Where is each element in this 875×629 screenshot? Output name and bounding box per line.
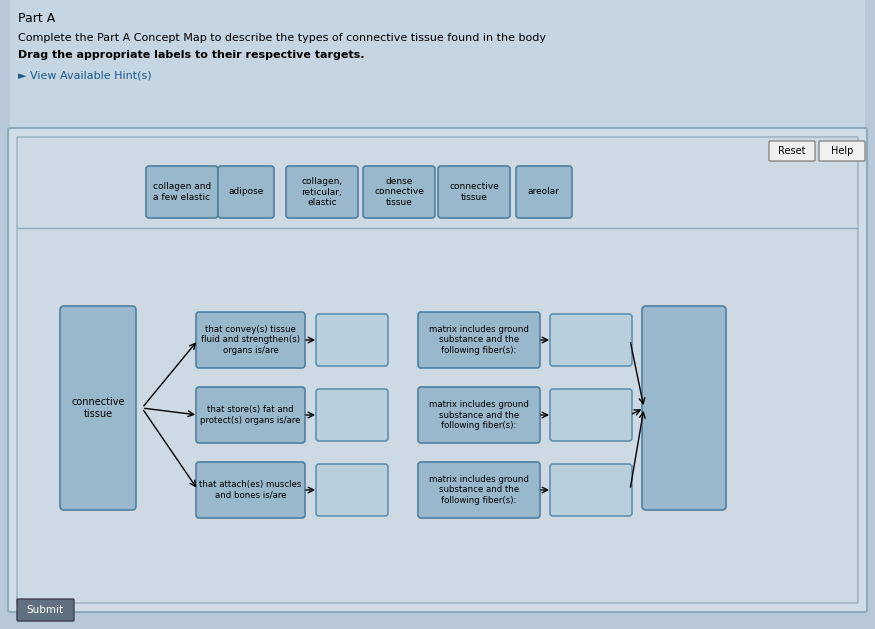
FancyBboxPatch shape bbox=[316, 389, 388, 441]
FancyBboxPatch shape bbox=[8, 128, 867, 612]
FancyBboxPatch shape bbox=[418, 462, 540, 518]
Text: matrix includes ground
substance and the
following fiber(s):: matrix includes ground substance and the… bbox=[429, 400, 528, 430]
Text: that attach(es) muscles
and bones is/are: that attach(es) muscles and bones is/are bbox=[200, 481, 302, 499]
FancyBboxPatch shape bbox=[196, 312, 305, 368]
Text: matrix includes ground
substance and the
following fiber(s):: matrix includes ground substance and the… bbox=[429, 325, 528, 355]
FancyBboxPatch shape bbox=[819, 141, 865, 161]
Text: matrix includes ground
substance and the
following fiber(s):: matrix includes ground substance and the… bbox=[429, 475, 528, 505]
FancyBboxPatch shape bbox=[17, 137, 858, 603]
Text: collagen,
reticular,
elastic: collagen, reticular, elastic bbox=[301, 177, 343, 207]
Text: Help: Help bbox=[831, 146, 853, 156]
Text: that convey(s) tissue
fluid and strengthen(s)
organs is/are: that convey(s) tissue fluid and strength… bbox=[201, 325, 300, 355]
FancyBboxPatch shape bbox=[196, 462, 305, 518]
Text: Submit: Submit bbox=[26, 605, 64, 615]
Text: Drag the appropriate labels to their respective targets.: Drag the appropriate labels to their res… bbox=[18, 50, 365, 60]
FancyBboxPatch shape bbox=[418, 387, 540, 443]
Text: ► View Available Hint(s): ► View Available Hint(s) bbox=[18, 70, 151, 80]
FancyBboxPatch shape bbox=[438, 166, 510, 218]
FancyBboxPatch shape bbox=[550, 314, 632, 366]
Text: dense
connective
tissue: dense connective tissue bbox=[374, 177, 424, 207]
FancyBboxPatch shape bbox=[769, 141, 815, 161]
Text: collagen and
a few elastic: collagen and a few elastic bbox=[153, 182, 211, 202]
Text: areolar: areolar bbox=[528, 187, 560, 196]
FancyBboxPatch shape bbox=[418, 312, 540, 368]
FancyBboxPatch shape bbox=[642, 306, 726, 510]
Text: connective
tissue: connective tissue bbox=[449, 182, 499, 202]
FancyBboxPatch shape bbox=[17, 599, 74, 621]
FancyBboxPatch shape bbox=[316, 464, 388, 516]
FancyBboxPatch shape bbox=[516, 166, 572, 218]
Text: that store(s) fat and
protect(s) organs is/are: that store(s) fat and protect(s) organs … bbox=[200, 405, 301, 425]
FancyBboxPatch shape bbox=[316, 314, 388, 366]
Text: connective
tissue: connective tissue bbox=[71, 397, 125, 419]
FancyBboxPatch shape bbox=[286, 166, 358, 218]
Text: adipose: adipose bbox=[228, 187, 263, 196]
Text: Part A: Part A bbox=[18, 11, 55, 25]
FancyBboxPatch shape bbox=[550, 464, 632, 516]
Text: Reset: Reset bbox=[778, 146, 806, 156]
FancyBboxPatch shape bbox=[60, 306, 136, 510]
FancyBboxPatch shape bbox=[10, 0, 865, 128]
FancyBboxPatch shape bbox=[550, 389, 632, 441]
FancyBboxPatch shape bbox=[196, 387, 305, 443]
FancyBboxPatch shape bbox=[218, 166, 274, 218]
FancyBboxPatch shape bbox=[363, 166, 435, 218]
Text: Complete the Part A Concept Map to describe the types of connective tissue found: Complete the Part A Concept Map to descr… bbox=[18, 33, 546, 43]
FancyBboxPatch shape bbox=[146, 166, 218, 218]
